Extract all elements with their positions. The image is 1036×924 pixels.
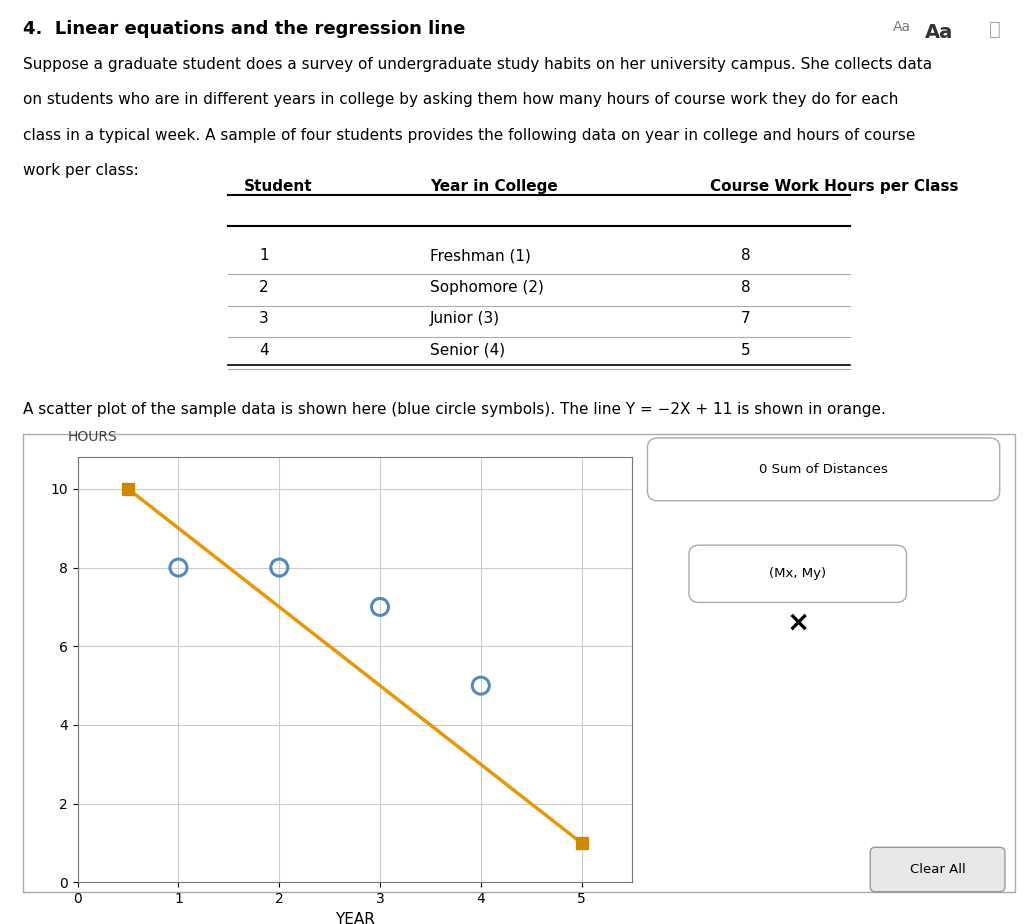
Point — [271, 560, 288, 575]
Text: Sophomore (2): Sophomore (2) — [430, 280, 544, 295]
Text: 7: 7 — [741, 311, 750, 326]
Point — [472, 678, 489, 693]
Text: Year in College: Year in College — [430, 179, 557, 194]
Text: Freshman (1): Freshman (1) — [430, 249, 530, 263]
Text: 0 Sum of Distances: 0 Sum of Distances — [759, 463, 888, 476]
Text: Senior (4): Senior (4) — [430, 343, 506, 358]
Text: ×: × — [786, 609, 809, 637]
Text: Student: Student — [243, 179, 312, 194]
Point — [170, 560, 186, 575]
Text: Suppose a graduate student does a survey of undergraduate study habits on her un: Suppose a graduate student does a survey… — [23, 57, 932, 72]
Text: 4: 4 — [259, 343, 269, 358]
Text: Clear All: Clear All — [910, 863, 966, 876]
Point — [372, 600, 388, 614]
Text: work per class:: work per class: — [23, 163, 139, 177]
Text: 3: 3 — [259, 311, 269, 326]
Text: 8: 8 — [741, 249, 750, 263]
Text: Aa: Aa — [925, 23, 953, 43]
Text: Course Work Hours per Class: Course Work Hours per Class — [710, 179, 958, 194]
Text: 5: 5 — [741, 343, 750, 358]
Text: class in a typical week. A sample of four students provides the following data o: class in a typical week. A sample of fou… — [23, 128, 915, 142]
Text: (Mx, My): (Mx, My) — [769, 567, 827, 580]
X-axis label: YEAR: YEAR — [335, 912, 375, 924]
Text: on students who are in different years in college by asking them how many hours : on students who are in different years i… — [23, 92, 898, 107]
Text: Aa: Aa — [893, 20, 911, 34]
Text: 1: 1 — [259, 249, 269, 263]
Text: 2: 2 — [259, 280, 269, 295]
Text: A scatter plot of the sample data is shown here (blue circle symbols). The line : A scatter plot of the sample data is sho… — [23, 402, 886, 417]
Text: HOURS: HOURS — [67, 430, 117, 444]
Text: Junior (3): Junior (3) — [430, 311, 500, 326]
Text: ⎙: ⎙ — [989, 20, 1001, 40]
Text: 4.  Linear equations and the regression line: 4. Linear equations and the regression l… — [23, 20, 465, 38]
Text: 8: 8 — [741, 280, 750, 295]
